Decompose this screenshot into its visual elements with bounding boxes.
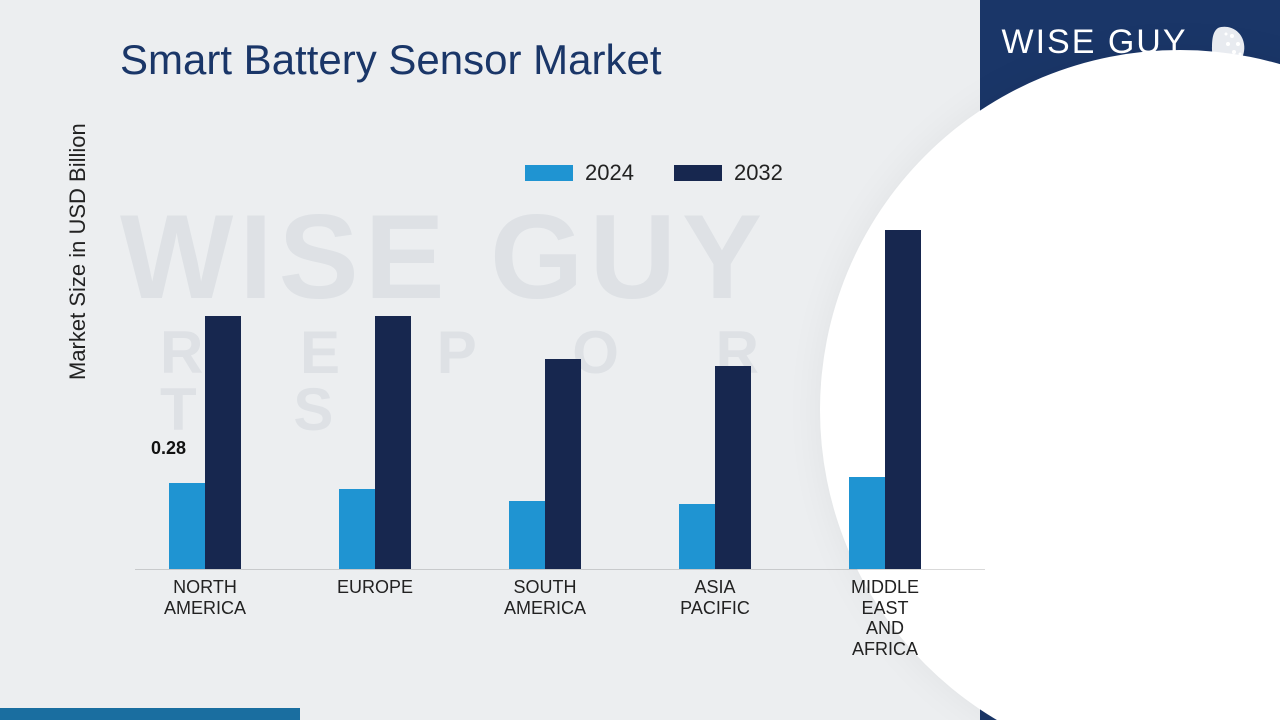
legend-item-2032: 2032 bbox=[674, 160, 783, 186]
legend-label-2024: 2024 bbox=[585, 160, 634, 186]
legend-swatch-2024 bbox=[525, 165, 573, 181]
bar-2032 bbox=[885, 230, 921, 569]
chart-title: Smart Battery Sensor Market bbox=[120, 36, 662, 84]
category-label: NORTHAMERICA bbox=[135, 569, 275, 618]
bottom-accent-bar bbox=[0, 708, 300, 720]
legend-item-2024: 2024 bbox=[525, 160, 634, 186]
page-root: WISE GUY REPORTS Smart Battery Sensor Ma… bbox=[0, 0, 1280, 720]
category-label: EUROPE bbox=[305, 569, 445, 598]
bar-2024 bbox=[679, 504, 715, 569]
bar-2032 bbox=[205, 316, 241, 569]
legend: 2024 2032 bbox=[525, 160, 783, 186]
brand-head-icon bbox=[1198, 22, 1252, 76]
bar-2032 bbox=[375, 316, 411, 569]
category-label: SOUTHAMERICA bbox=[475, 569, 615, 618]
chart-area: Market Size in USD Billion 2024 2032 0.2… bbox=[95, 160, 995, 640]
bar-2024 bbox=[509, 501, 545, 569]
y-axis-label: Market Size in USD Billion bbox=[65, 123, 91, 380]
brand-line2: REPORTS bbox=[1002, 78, 1252, 96]
legend-swatch-2032 bbox=[674, 165, 722, 181]
bar-value-label: 0.28 bbox=[151, 438, 186, 459]
brand-line1: WISE GUY bbox=[1002, 23, 1188, 61]
brand-logo: WISE GUY REPORTS bbox=[1002, 22, 1252, 96]
category-label: ASIAPACIFIC bbox=[645, 569, 785, 618]
bar-2032 bbox=[715, 366, 751, 570]
bar-2024 bbox=[849, 477, 885, 570]
bar-2032 bbox=[545, 359, 581, 569]
bar-2024 bbox=[339, 489, 375, 569]
plot-region: 0.28NORTHAMERICAEUROPESOUTHAMERICAASIAPA… bbox=[135, 200, 985, 570]
bar-2024 bbox=[169, 483, 205, 569]
legend-label-2032: 2032 bbox=[734, 160, 783, 186]
category-label: MIDDLEEASTANDAFRICA bbox=[815, 569, 955, 660]
